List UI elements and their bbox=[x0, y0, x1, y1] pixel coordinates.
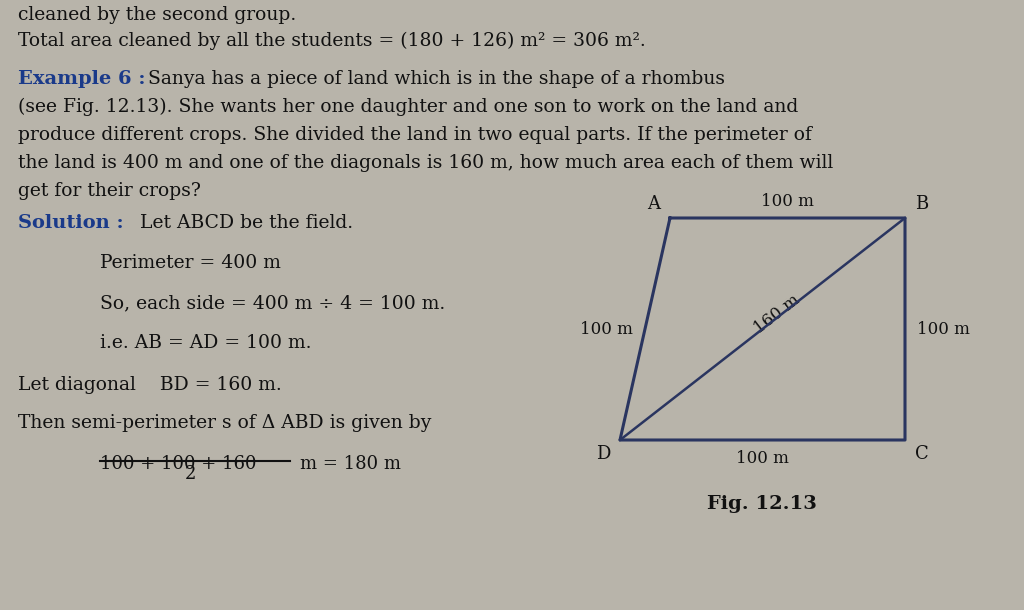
Text: A: A bbox=[647, 195, 660, 213]
Text: Let diagonal    BD = 160 m.: Let diagonal BD = 160 m. bbox=[18, 376, 282, 394]
Text: Perimeter = 400 m: Perimeter = 400 m bbox=[100, 254, 281, 272]
Text: Sanya has a piece of land which is in the shape of a rhombus: Sanya has a piece of land which is in th… bbox=[148, 70, 725, 88]
Text: C: C bbox=[915, 445, 929, 463]
Text: i.e. AB = AD = 100 m.: i.e. AB = AD = 100 m. bbox=[100, 334, 311, 352]
Text: D: D bbox=[596, 445, 610, 463]
Text: Fig. 12.13: Fig. 12.13 bbox=[707, 495, 817, 513]
Text: Example 6 :: Example 6 : bbox=[18, 70, 153, 88]
Text: Total area cleaned by all the students = (180 + 126) m² = 306 m².: Total area cleaned by all the students =… bbox=[18, 32, 646, 50]
Text: 100 m: 100 m bbox=[918, 320, 970, 337]
Text: m = 180 m: m = 180 m bbox=[300, 455, 401, 473]
Text: 100 m: 100 m bbox=[581, 320, 633, 337]
Text: 160 m: 160 m bbox=[752, 291, 804, 337]
Text: Then semi-perimeter s of Δ ABD is given by: Then semi-perimeter s of Δ ABD is given … bbox=[18, 414, 431, 432]
Text: 100 m: 100 m bbox=[735, 450, 788, 467]
Text: 100 m: 100 m bbox=[761, 193, 813, 210]
Text: get for their crops?: get for their crops? bbox=[18, 182, 201, 200]
Text: produce different crops. She divided the land in two equal parts. If the perimet: produce different crops. She divided the… bbox=[18, 126, 812, 144]
Text: Solution :: Solution : bbox=[18, 214, 130, 232]
Text: So, each side = 400 m ÷ 4 = 100 m.: So, each side = 400 m ÷ 4 = 100 m. bbox=[100, 294, 445, 312]
Text: 2: 2 bbox=[185, 465, 197, 483]
Text: (see Fig. 12.13). She wants her one daughter and one son to work on the land and: (see Fig. 12.13). She wants her one daug… bbox=[18, 98, 799, 117]
Text: B: B bbox=[915, 195, 928, 213]
Text: cleaned by the second group.: cleaned by the second group. bbox=[18, 6, 296, 24]
Text: 100 + 100 + 160: 100 + 100 + 160 bbox=[100, 455, 256, 473]
Text: the land is 400 m and one of the diagonals is 160 m, how much area each of them : the land is 400 m and one of the diagona… bbox=[18, 154, 834, 172]
Text: Let ABCD be the field.: Let ABCD be the field. bbox=[140, 214, 353, 232]
